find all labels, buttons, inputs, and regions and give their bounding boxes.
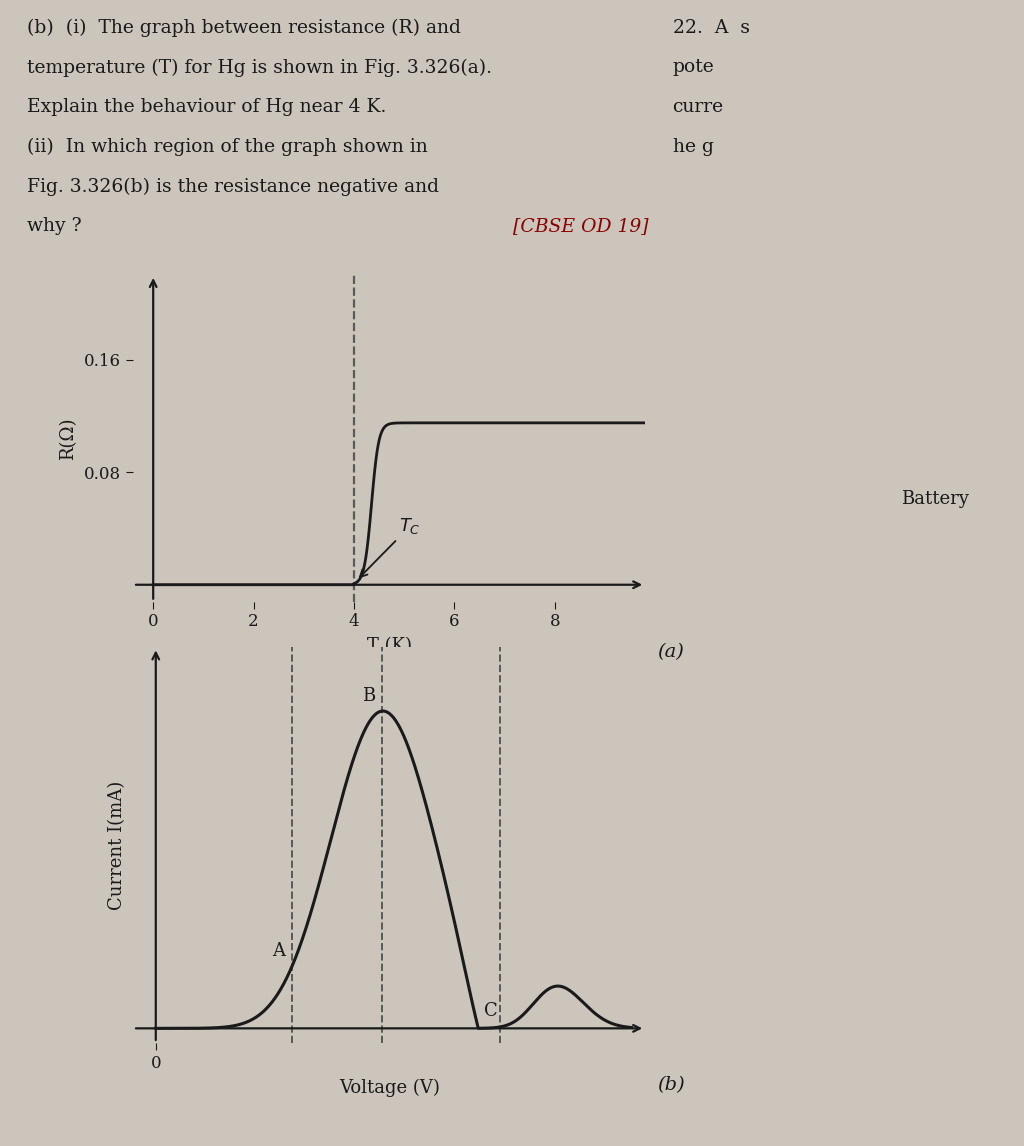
Text: Fig. 3.326(b) is the resistance negative and: Fig. 3.326(b) is the resistance negative… <box>27 178 439 196</box>
Text: [CBSE OD 19]: [CBSE OD 19] <box>513 218 649 235</box>
Text: C: C <box>484 1003 498 1020</box>
Text: Explain the behaviour of Hg near 4 K.: Explain the behaviour of Hg near 4 K. <box>27 99 386 116</box>
Text: temperature (T) for Hg is shown in Fig. 3.326(a).: temperature (T) for Hg is shown in Fig. … <box>27 58 492 77</box>
Text: pote: pote <box>673 58 715 77</box>
X-axis label: Voltage (V): Voltage (V) <box>339 1078 439 1097</box>
Text: curre: curre <box>673 99 724 116</box>
Text: B: B <box>362 686 376 705</box>
Text: $T_C$: $T_C$ <box>359 516 421 578</box>
Text: (a): (a) <box>657 643 684 661</box>
Y-axis label: Current I(mA): Current I(mA) <box>109 780 126 910</box>
Y-axis label: R(Ω): R(Ω) <box>59 417 77 460</box>
X-axis label: T (K): T (K) <box>367 637 412 656</box>
Text: Battery: Battery <box>901 489 969 508</box>
Text: (ii)  In which region of the graph shown in: (ii) In which region of the graph shown … <box>27 138 428 156</box>
Text: 22.  A  s: 22. A s <box>673 18 750 37</box>
Text: why ?: why ? <box>27 218 82 235</box>
Text: he g: he g <box>673 138 714 156</box>
Text: A: A <box>272 942 285 960</box>
Text: (b): (b) <box>656 1076 685 1094</box>
Text: (b)  (i)  The graph between resistance (R) and: (b) (i) The graph between resistance (R)… <box>27 18 461 37</box>
